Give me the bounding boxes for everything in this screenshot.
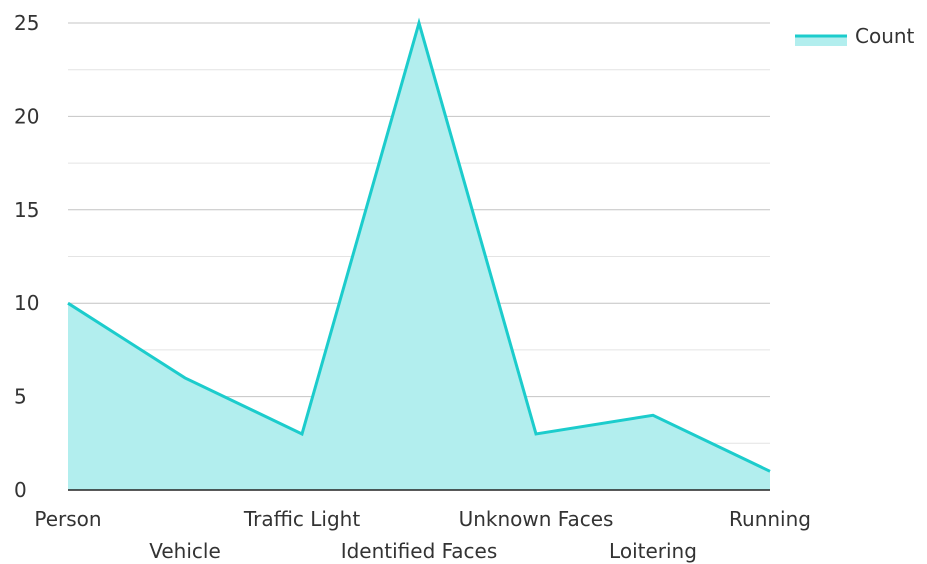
y-tick-label: 0 [14,478,27,502]
x-tick-label: Identified Faces [341,539,498,563]
legend-swatch-fill [795,36,847,46]
legend: Count [795,24,915,48]
series-line [67,17,771,473]
x-tick-label: Person [34,507,101,531]
y-tick-label: 20 [14,104,39,128]
x-tick-label: Vehicle [149,539,221,563]
y-tick-label: 15 [14,198,39,222]
x-tick-label: Unknown Faces [459,507,614,531]
y-tick-label: 25 [14,11,39,35]
y-tick-label: 10 [14,291,39,315]
legend-label-count: Count [855,24,915,48]
x-tick-label: Loitering [609,539,697,563]
x-tick-label: Running [729,507,811,531]
series-area [67,17,771,490]
y-tick-label: 5 [14,385,27,409]
x-tick-label: Traffic Light [243,507,361,531]
x-axis-ticks: Person Vehicle Traffic Light Identified Fac… [34,507,811,563]
y-axis-ticks: 0 5 10 15 20 25 [14,11,39,502]
series-area-fill [68,23,770,490]
